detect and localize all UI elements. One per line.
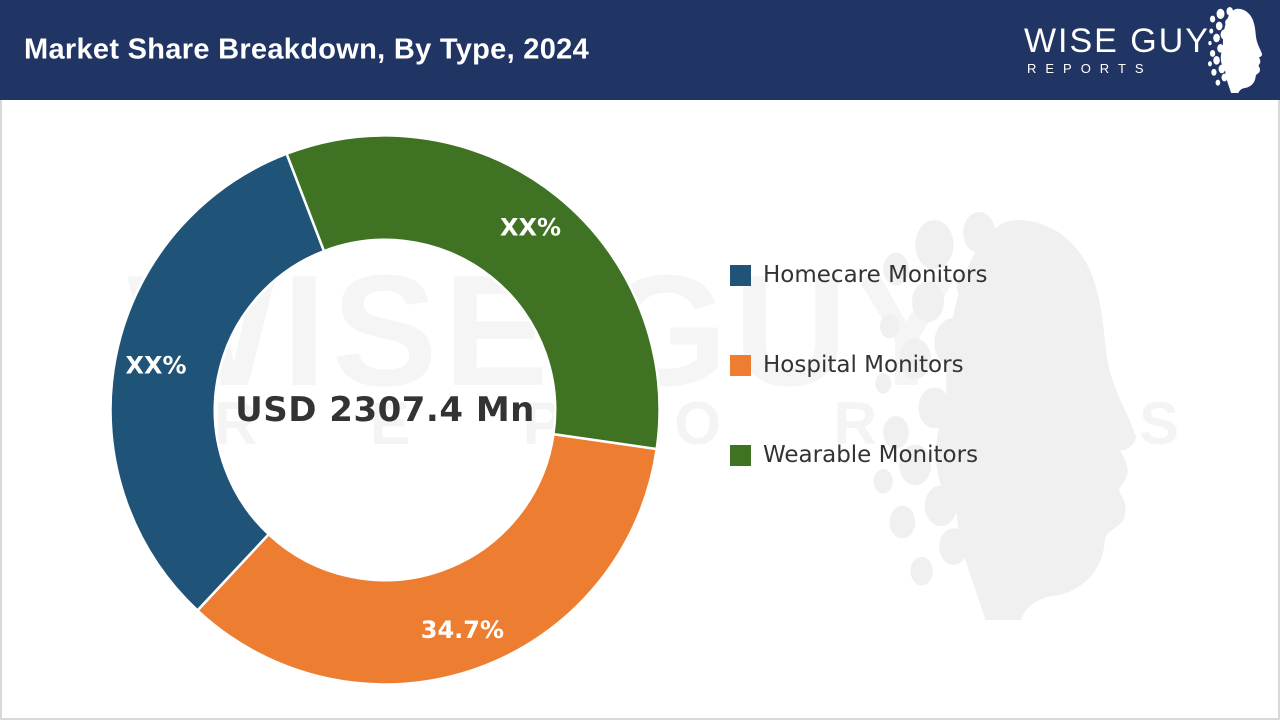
chart-legend: Homecare Monitors Hospital Monitors Wear… [730,262,988,534]
donut-slice-hospital-monitors [195,432,659,686]
slice-label-wearable-monitors: XX% [500,214,561,242]
legend-swatch-hospital [730,354,751,376]
legend-item-hospital-monitors: Hospital Monitors [730,352,988,378]
chart-area: WISE GUY R E P O R T S XX% 34.7% XX% USD 2… [0,100,1280,720]
legend-swatch-wearable [730,444,751,466]
header-bar: Market Share Breakdown, By Type, 2024 WI… [0,0,1280,100]
donut-chart: XX% 34.7% XX% [109,134,661,686]
slice-label-hospital-monitors: 34.7% [421,616,504,644]
legend-label-homecare: Homecare Monitors [763,262,988,288]
slice-label-homecare-monitors: XX% [125,351,186,379]
logo-subtitle: REPORTS [1026,61,1153,77]
legend-label-wearable: Wearable Monitors [763,442,979,468]
donut-center-value: USD 2307.4 Mn [235,390,535,430]
donut-slice-homecare-monitors [109,152,326,613]
legend-swatch-homecare [730,264,751,286]
brand-logo: WISE GUY REPORTS [1024,0,1272,100]
legend-item-wearable-monitors: Wearable Monitors [730,442,988,468]
page-title: Market Share Breakdown, By Type, 2024 [24,33,590,66]
logo-wordmark: WISE GUY [1023,21,1210,60]
legend-label-hospital: Hospital Monitors [763,352,964,378]
donut-slice-wearable-monitors [285,134,661,451]
legend-item-homecare-monitors: Homecare Monitors [730,262,988,288]
logo-text: WISE GUY REPORTS [1023,21,1210,77]
logo-face-icon [1207,7,1263,93]
